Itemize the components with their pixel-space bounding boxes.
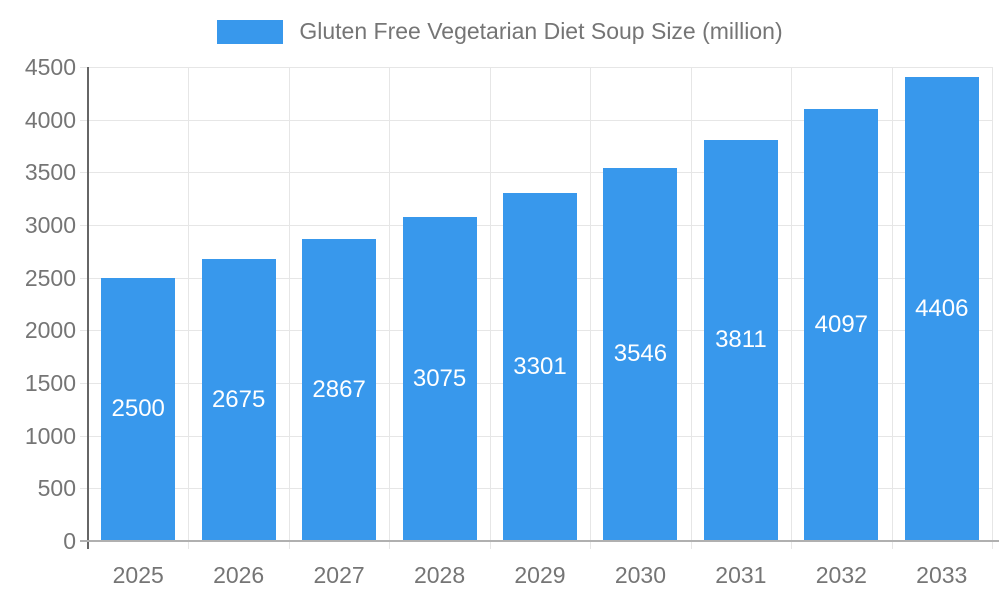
gridline-y-3500 [80, 172, 992, 174]
x-tick-label-2033: 2033 [916, 562, 968, 588]
bar-2027[interactable]: 2867 [302, 239, 377, 541]
bar-2028[interactable]: 3075 [402, 217, 477, 541]
x-tick-label-2030: 2030 [614, 562, 667, 588]
bar-value-2030: 3546 [613, 340, 668, 368]
y-tick-label-2500: 2500 [24, 264, 76, 291]
gridline-x-1 [188, 67, 190, 549]
bar-2025[interactable]: 2500 [101, 277, 176, 541]
y-tick-label-2000: 2000 [24, 317, 76, 344]
y-tick-label-1500: 1500 [24, 370, 76, 396]
bar-value-2033: 4406 [915, 294, 969, 322]
x-tick-label-2025: 2025 [112, 562, 164, 588]
bar-value-2027: 2867 [312, 376, 366, 403]
x-tick-label-2028: 2028 [413, 562, 466, 588]
x-axis-baseline [80, 540, 999, 542]
bar-2031[interactable]: 3811 [703, 139, 778, 541]
bar-2029[interactable]: 3301 [503, 193, 577, 541]
x-tick-label-2031: 2031 [715, 562, 767, 588]
x-tick-label-2026: 2026 [213, 562, 265, 588]
gridline-x-7 [791, 67, 793, 549]
bar-2026[interactable]: 2675 [201, 259, 276, 541]
bar-value-2029: 3301 [513, 353, 567, 381]
gridline-x-8 [891, 67, 893, 549]
gridline-x-4 [489, 67, 491, 549]
y-axis-line [87, 67, 89, 549]
bar-value-2031: 3811 [715, 326, 767, 354]
legend-swatch [217, 19, 284, 44]
gridline-y-4000 [80, 119, 992, 121]
bar-value-2028: 3075 [412, 365, 467, 393]
gridline-x-3 [389, 67, 391, 549]
gridline-x-6 [690, 67, 692, 549]
legend-label: Gluten Free Vegetarian Diet Soup Size (m… [299, 18, 783, 44]
gridline-x-9 [992, 67, 993, 549]
y-tick-label-3500: 3500 [24, 159, 76, 186]
bar-value-2032: 4097 [814, 311, 869, 339]
y-tick-label-4000: 4000 [24, 106, 76, 133]
gridline-y-4500 [80, 67, 992, 68]
plot-area: 2500 2675 2867 3075 3301 3546 3811 4097 4406 [80, 67, 999, 549]
bar-2033[interactable]: 4406 [904, 76, 979, 541]
x-tick-label-2032: 2032 [815, 562, 867, 588]
y-tick-label-3000: 3000 [24, 212, 76, 238]
y-tick-label-1000: 1000 [24, 422, 76, 449]
bar-value-2025: 2500 [111, 395, 165, 423]
x-tick-label-2027: 2027 [313, 562, 365, 588]
gridline-x-2 [288, 67, 290, 549]
gridline-x-5 [590, 67, 592, 549]
y-tick-label-4500: 4500 [24, 54, 76, 80]
legend: Gluten Free Vegetarian Diet Soup Size (m… [0, 18, 1000, 45]
bar-value-2026: 2675 [211, 386, 266, 414]
bar-2032[interactable]: 4097 [804, 109, 879, 541]
y-tick-label-0: 0 [63, 528, 76, 554]
y-tick-label-500: 500 [37, 475, 76, 502]
x-tick-label-2029: 2029 [514, 562, 566, 588]
bar-2030[interactable]: 3546 [603, 167, 678, 541]
